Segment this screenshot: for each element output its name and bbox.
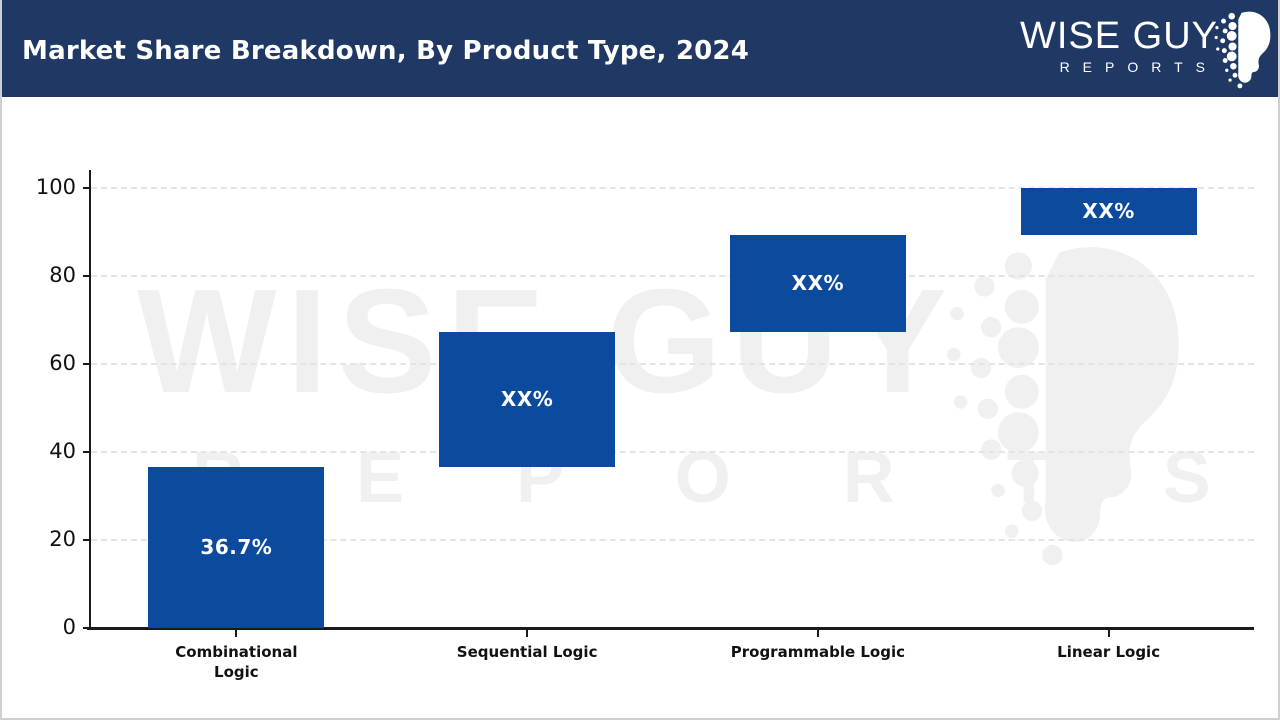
y-tick-label: 60 [49, 351, 76, 375]
gridline-40 [91, 451, 1254, 453]
y-axis [89, 170, 91, 629]
y-tick-label: 40 [49, 439, 76, 463]
x-category-label: Combinational Logic [175, 643, 298, 681]
x-tick-3 [816, 629, 819, 637]
bar-linear-logic: XX% [1020, 188, 1197, 235]
x-tick-1 [235, 629, 238, 637]
x-category-label: Sequential Logic [456, 643, 598, 661]
x-category-label: Programmable Logic [730, 643, 905, 661]
brand-logo-text: WISE GUY [1019, 15, 1218, 57]
bar-sequential-logic: XX% [439, 332, 616, 467]
brand-logo: WISE GUY REPORTS [1020, 16, 1218, 75]
y-tick-80 [83, 275, 91, 277]
bar-value-label: XX% [500, 387, 554, 412]
x-tick-2 [526, 629, 529, 637]
bar-value-label: XX% [1082, 199, 1135, 224]
x-tick-4 [1107, 629, 1110, 637]
bar-value-label: XX% [791, 271, 845, 296]
bar-combinational-logic: 36.7% [148, 466, 325, 628]
y-tick-40 [83, 451, 91, 453]
y-tick-label: 80 [49, 263, 76, 287]
y-tick-20 [83, 539, 91, 541]
bar-value-label: 36.7% [200, 535, 273, 560]
y-tick-label: 0 [62, 615, 76, 639]
y-tick-100 [83, 187, 91, 189]
header: Market Share Breakdown, By Product Type,… [2, 0, 1278, 97]
y-tick-label: 100 [35, 175, 76, 199]
gridline-20 [91, 539, 1254, 541]
gridline-100 [91, 187, 1254, 189]
brand-logo-subtext: REPORTS [1059, 59, 1218, 75]
x-category-label: Linear Logic [1057, 643, 1161, 661]
x-axis [87, 626, 1254, 630]
y-tick-60 [83, 363, 91, 365]
gridline-60 [91, 363, 1254, 365]
gridline-80 [91, 275, 1254, 277]
y-tick-label: 20 [49, 527, 76, 551]
bar-programmable-logic: XX% [729, 234, 906, 333]
page-title: Market Share Breakdown, By Product Type,… [22, 36, 749, 66]
